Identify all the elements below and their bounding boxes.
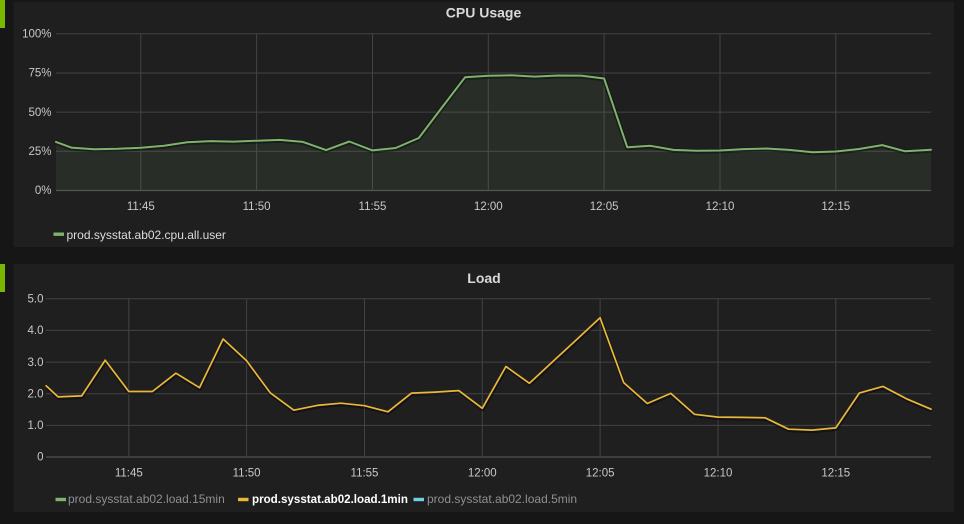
svg-text:12:15: 12:15 <box>821 201 850 213</box>
svg-text:0: 0 <box>37 452 43 464</box>
svg-text:12:10: 12:10 <box>704 468 733 480</box>
svg-text:CPU Usage: CPU Usage <box>446 5 522 21</box>
svg-text:2.0: 2.0 <box>28 388 44 400</box>
svg-text:75%: 75% <box>28 68 51 80</box>
svg-text:11:55: 11:55 <box>351 468 379 480</box>
svg-text:11:55: 11:55 <box>359 201 387 213</box>
svg-text:12:00: 12:00 <box>474 201 503 213</box>
svg-text:prod.sysstat.ab02.load.1min: prod.sysstat.ab02.load.1min <box>252 493 408 506</box>
svg-text:3.0: 3.0 <box>28 357 44 369</box>
svg-text:12:05: 12:05 <box>586 468 615 480</box>
svg-text:5.0: 5.0 <box>28 294 44 306</box>
svg-text:prod.sysstat.ab02.load.15min: prod.sysstat.ab02.load.15min <box>68 492 225 506</box>
svg-text:11:50: 11:50 <box>243 201 271 213</box>
svg-text:0%: 0% <box>35 185 52 197</box>
svg-text:50%: 50% <box>28 107 51 119</box>
svg-text:4.0: 4.0 <box>28 325 44 337</box>
svg-text:prod.sysstat.ab02.cpu.all.user: prod.sysstat.ab02.cpu.all.user <box>67 228 226 242</box>
svg-text:12:05: 12:05 <box>590 201 619 213</box>
svg-text:prod.sysstat.ab02.load.5min: prod.sysstat.ab02.load.5min <box>427 492 577 506</box>
svg-text:25%: 25% <box>28 146 51 158</box>
svg-text:100%: 100% <box>22 29 51 41</box>
svg-text:12:15: 12:15 <box>821 468 850 480</box>
svg-text:Load: Load <box>467 270 500 286</box>
svg-text:12:10: 12:10 <box>706 201 735 213</box>
svg-text:11:45: 11:45 <box>115 468 143 480</box>
svg-text:11:50: 11:50 <box>233 468 261 480</box>
svg-text:11:45: 11:45 <box>127 201 155 213</box>
svg-text:1.0: 1.0 <box>28 420 44 432</box>
svg-text:12:00: 12:00 <box>468 468 497 480</box>
